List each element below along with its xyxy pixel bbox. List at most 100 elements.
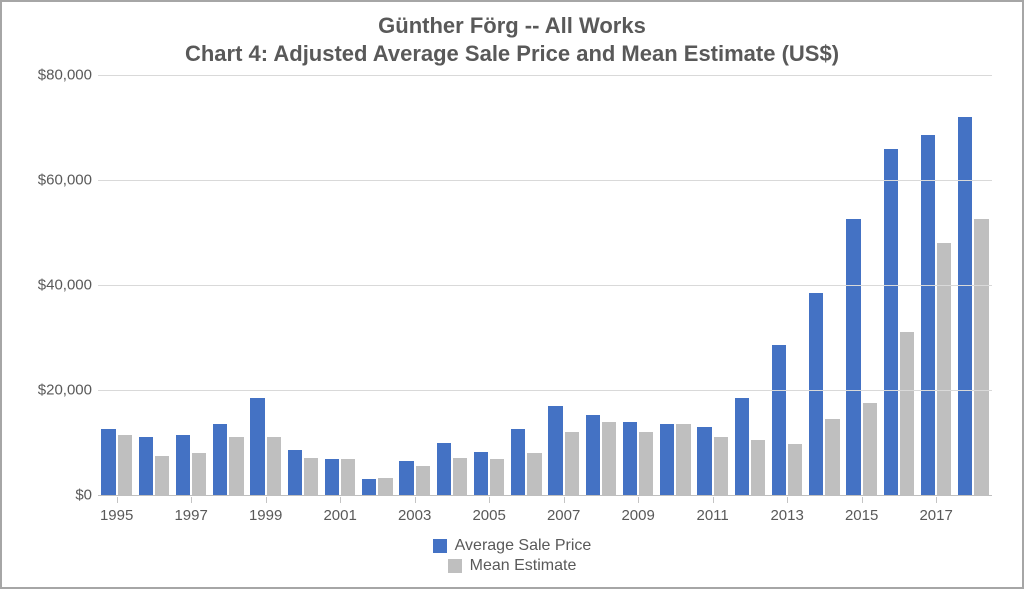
- x-tick-label: 1997: [174, 507, 207, 524]
- x-tick-slot: [582, 507, 619, 533]
- x-tick-label: 2001: [323, 507, 356, 524]
- bar: [453, 458, 467, 495]
- bar: [697, 427, 711, 495]
- bar: [639, 432, 653, 495]
- bar: [825, 419, 839, 495]
- legend: Average Sale PriceMean Estimate: [22, 537, 1002, 575]
- bar: [527, 453, 541, 495]
- x-tick-slot: 1999: [247, 507, 284, 533]
- legend-swatch: [448, 559, 462, 573]
- bar: [958, 117, 972, 495]
- bar: [900, 332, 914, 495]
- gridline: [98, 180, 992, 181]
- x-tick-slot: [284, 507, 321, 533]
- bar: [586, 415, 600, 495]
- x-tick-label: 2013: [770, 507, 803, 524]
- x-tick-slot: 2017: [918, 507, 955, 533]
- bar: [118, 435, 132, 495]
- bar: [288, 450, 302, 495]
- x-tick-slot: 2003: [396, 507, 433, 533]
- x-axis: 1995 1997 1999 2001 2003 2005 2007 2009 2011 2013…: [98, 507, 992, 533]
- bar: [362, 479, 376, 495]
- y-tick-label: $40,000: [38, 277, 92, 294]
- bar: [399, 461, 413, 495]
- x-tick-mark: [266, 497, 267, 503]
- bar: [213, 424, 227, 495]
- bar: [378, 478, 392, 495]
- x-tick-slot: [806, 507, 843, 533]
- x-tick-slot: [508, 507, 545, 533]
- bar: [788, 444, 802, 495]
- x-tick-mark: [415, 497, 416, 503]
- x-tick-slot: [359, 507, 396, 533]
- x-tick-slot: [657, 507, 694, 533]
- x-tick-slot: [880, 507, 917, 533]
- x-tick-slot: [433, 507, 470, 533]
- bar: [937, 243, 951, 495]
- x-tick-slot: 2015: [843, 507, 880, 533]
- bar: [623, 422, 637, 496]
- bar: [101, 429, 115, 495]
- bar: [267, 437, 281, 495]
- x-tick-label: 2011: [696, 507, 728, 524]
- chart-titles: Günther Förg -- All Works Chart 4: Adjus…: [22, 12, 1002, 67]
- gridline: [98, 75, 992, 76]
- bar: [846, 219, 860, 495]
- x-tick-label: 2009: [621, 507, 654, 524]
- bar: [176, 435, 190, 495]
- x-tick-label: 2015: [845, 507, 878, 524]
- bar: [139, 437, 153, 495]
- bar: [192, 453, 206, 495]
- chart-container: Günther Förg -- All Works Chart 4: Adjus…: [0, 0, 1024, 589]
- bar: [548, 406, 562, 495]
- bar: [511, 429, 525, 495]
- legend-swatch: [433, 539, 447, 553]
- y-tick-label: $0: [75, 487, 92, 504]
- y-axis: $0$20,000$40,000$60,000$80,000: [22, 75, 92, 495]
- plot-wrapper: $0$20,000$40,000$60,000$80,000 199519971…: [22, 75, 1002, 495]
- x-tick-slot: 1997: [173, 507, 210, 533]
- plot-area: [98, 75, 992, 495]
- x-tick-slot: [955, 507, 992, 533]
- x-tick-slot: 2009: [620, 507, 657, 533]
- x-tick-mark: [638, 497, 639, 503]
- legend-label: Average Sale Price: [455, 537, 592, 555]
- x-tick-slot: 2011: [694, 507, 731, 533]
- x-tick-slot: [135, 507, 172, 533]
- bar: [751, 440, 765, 495]
- bar: [304, 458, 318, 495]
- x-tick-mark: [713, 497, 714, 503]
- x-tick-mark: [936, 497, 937, 503]
- x-tick-label: 1999: [249, 507, 282, 524]
- bar: [325, 459, 339, 495]
- x-tick-mark: [489, 497, 490, 503]
- bar: [416, 466, 430, 495]
- x-tick-mark: [191, 497, 192, 503]
- bar: [809, 293, 823, 495]
- bar: [735, 398, 749, 495]
- bar: [863, 403, 877, 495]
- bar: [474, 452, 488, 495]
- x-tick-label: 2017: [919, 507, 952, 524]
- x-tick-mark: [340, 497, 341, 503]
- x-tick-mark: [787, 497, 788, 503]
- x-tick-slot: 2007: [545, 507, 582, 533]
- bar: [602, 422, 616, 496]
- bar: [490, 459, 504, 495]
- bar: [437, 443, 451, 496]
- x-tick-slot: 2005: [471, 507, 508, 533]
- bar: [974, 219, 988, 495]
- x-tick-label: 1995: [100, 507, 133, 524]
- y-tick-label: $80,000: [38, 67, 92, 84]
- x-tick-slot: 2013: [769, 507, 806, 533]
- gridline: [98, 495, 992, 496]
- x-tick-label: 2005: [472, 507, 505, 524]
- bar: [250, 398, 264, 495]
- bar: [921, 135, 935, 495]
- bar: [884, 149, 898, 496]
- gridline: [98, 390, 992, 391]
- y-tick-label: $20,000: [38, 382, 92, 399]
- x-tick-slot: [731, 507, 768, 533]
- gridline: [98, 285, 992, 286]
- bar: [341, 459, 355, 495]
